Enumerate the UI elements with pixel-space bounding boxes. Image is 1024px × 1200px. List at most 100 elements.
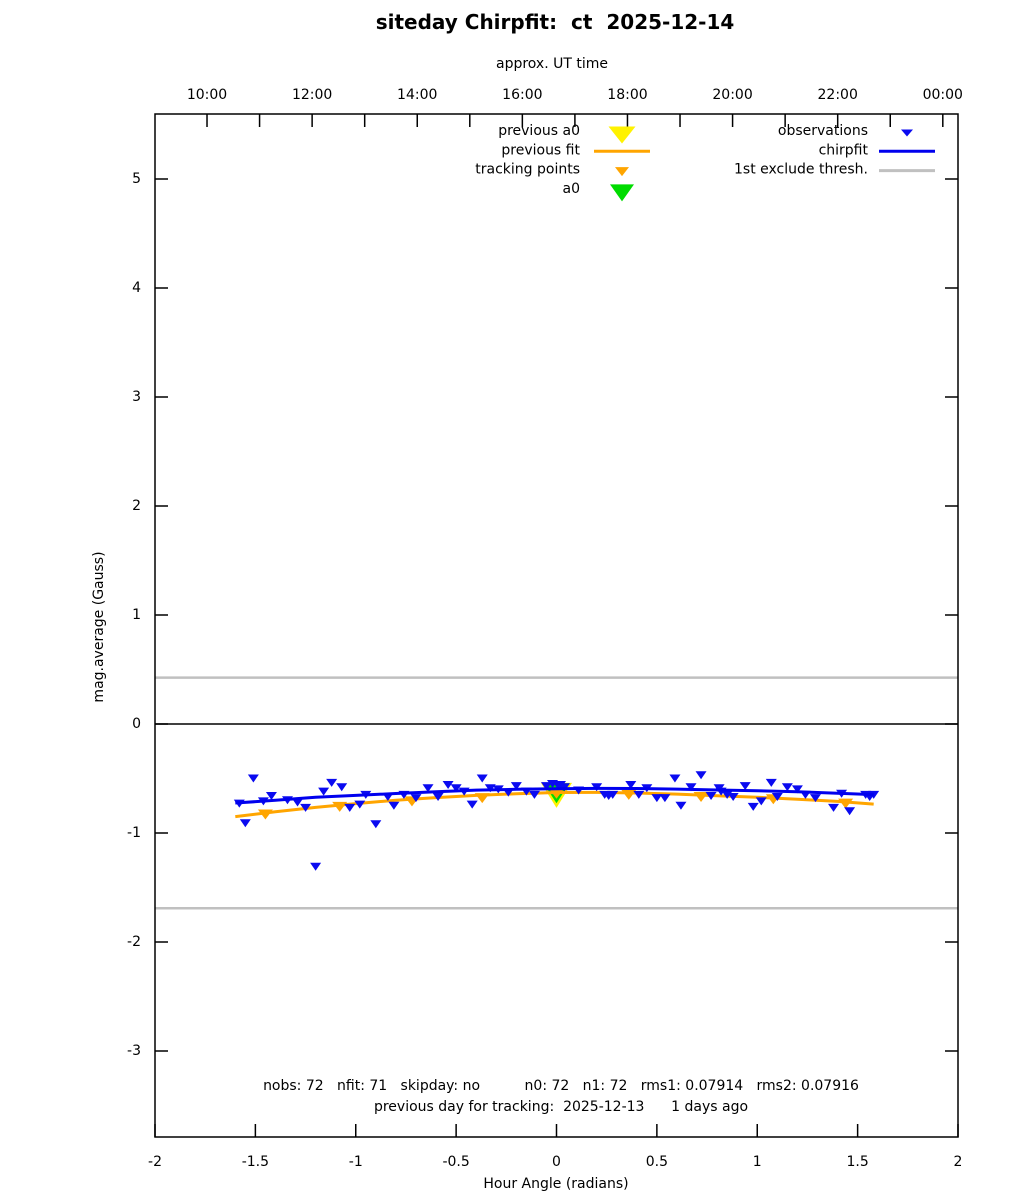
tracking-points-marker xyxy=(838,798,854,809)
observations-marker xyxy=(685,783,697,792)
tracking-points-marker xyxy=(474,793,490,804)
legend-marker-sample xyxy=(608,126,636,144)
y-tick-label: 3 xyxy=(132,389,141,405)
observations-marker xyxy=(300,803,312,812)
observations-marker xyxy=(747,802,759,811)
x-tick-label: -0.5 xyxy=(442,1154,469,1170)
observations-marker xyxy=(354,800,366,809)
ut-tick-label: 12:00 xyxy=(292,87,332,103)
observations-marker xyxy=(388,801,400,810)
observations-marker xyxy=(247,774,259,783)
y-axis-title: mag.average (Gauss) xyxy=(91,551,107,703)
observations-marker xyxy=(484,784,496,793)
ut-tick-label: 22:00 xyxy=(818,87,858,103)
observations-marker xyxy=(705,791,717,800)
tracking-points-marker xyxy=(621,789,637,800)
observations-marker xyxy=(344,803,356,812)
y-tick-label: 0 xyxy=(132,716,141,732)
legend-marker-sample xyxy=(610,184,634,202)
observations-marker xyxy=(651,794,663,803)
y-tick-label: -3 xyxy=(127,1043,141,1059)
tracking-points-marker xyxy=(549,788,564,799)
observations-marker xyxy=(265,791,277,800)
legend-marker-sample xyxy=(901,129,913,137)
y-tick-label: -1 xyxy=(127,825,141,841)
ut-tick-label: 00:00 xyxy=(923,87,963,103)
observations-marker xyxy=(844,807,856,816)
fit-statistics-line: nobs: 72 nfit: 71 skipday: no n0: 72 n1:… xyxy=(263,1078,859,1094)
observations-marker xyxy=(310,862,322,871)
legend-label-tracking-points: tracking points xyxy=(475,162,580,178)
observations-marker xyxy=(292,798,304,807)
x-tick-label: 0 xyxy=(552,1154,561,1170)
observations-marker xyxy=(625,781,637,790)
observations-marker xyxy=(828,803,840,812)
ut-time-axis-title: approx. UT time xyxy=(496,56,608,72)
x-tick-label: 2 xyxy=(954,1154,963,1170)
observations-marker xyxy=(695,771,707,780)
observations-marker xyxy=(546,779,558,788)
observations-marker xyxy=(410,794,422,803)
legend-label-1st-exclude-thresh-: 1st exclude thresh. xyxy=(734,162,868,178)
y-tick-label: -2 xyxy=(127,934,141,950)
observations-marker xyxy=(466,800,478,809)
observations-marker xyxy=(442,781,454,790)
observations-marker xyxy=(659,794,671,803)
previous-day-tracking-line: previous day for tracking: 2025-12-13 1 … xyxy=(373,1099,749,1115)
legend-label-previous-fit: previous fit xyxy=(501,142,580,158)
x-axis-title: Hour Angle (radians) xyxy=(483,1176,629,1192)
observations-marker xyxy=(669,774,681,783)
observations-marker xyxy=(432,793,444,802)
chirpfit-line xyxy=(235,786,874,805)
observations-marker xyxy=(755,797,767,806)
observations-marker xyxy=(318,787,330,796)
observations-marker xyxy=(422,784,434,793)
y-tick-label: 2 xyxy=(132,498,141,514)
x-tick-label: -1 xyxy=(349,1154,363,1170)
x-tick-label: 1.5 xyxy=(846,1154,868,1170)
tracking-points-marker xyxy=(332,801,348,812)
observations-marker xyxy=(239,819,251,828)
legend-label-chirpfit: chirpfit xyxy=(819,142,869,158)
plot-border xyxy=(154,113,959,1138)
observations-marker xyxy=(781,783,793,792)
observations-marker xyxy=(809,794,821,803)
observations-marker xyxy=(326,778,338,787)
plot-title: siteday Chirpfit: ct 2025-12-14 xyxy=(375,10,735,34)
observations-marker xyxy=(675,801,687,810)
x-tick-label: -1.5 xyxy=(242,1154,269,1170)
observations-marker xyxy=(540,782,552,791)
observations-marker xyxy=(868,790,880,799)
y-tick-label: 5 xyxy=(132,171,141,187)
observations-marker xyxy=(791,785,803,794)
observations-marker xyxy=(450,784,462,793)
tracking-points-marker xyxy=(693,792,709,803)
observations-marker xyxy=(765,778,777,787)
tracking-points-marker xyxy=(257,809,273,820)
legend-label-a0: a0 xyxy=(563,181,581,197)
x-tick-label: 0.5 xyxy=(646,1154,668,1170)
observations-marker xyxy=(510,782,522,791)
observations-marker xyxy=(771,793,783,802)
x-tick-label: -2 xyxy=(148,1154,162,1170)
observations-marker xyxy=(721,790,733,799)
y-tick-label: 4 xyxy=(132,280,141,296)
ut-tick-label: 18:00 xyxy=(607,87,647,103)
legend-marker-sample xyxy=(615,167,629,177)
observations-marker xyxy=(633,790,645,799)
observations-marker xyxy=(727,793,739,802)
observations-marker xyxy=(476,774,488,783)
x-tick-label: 1 xyxy=(753,1154,762,1170)
legend-label-previous-a0: previous a0 xyxy=(498,123,580,139)
ut-tick-label: 14:00 xyxy=(397,87,437,103)
ut-tick-label: 20:00 xyxy=(712,87,752,103)
observations-marker xyxy=(336,783,348,792)
observations-marker xyxy=(370,820,382,829)
observations-marker xyxy=(528,790,540,799)
observations-marker xyxy=(739,782,751,791)
ut-tick-label: 16:00 xyxy=(502,87,542,103)
ut-tick-label: 10:00 xyxy=(187,87,227,103)
observations-marker xyxy=(607,790,619,799)
